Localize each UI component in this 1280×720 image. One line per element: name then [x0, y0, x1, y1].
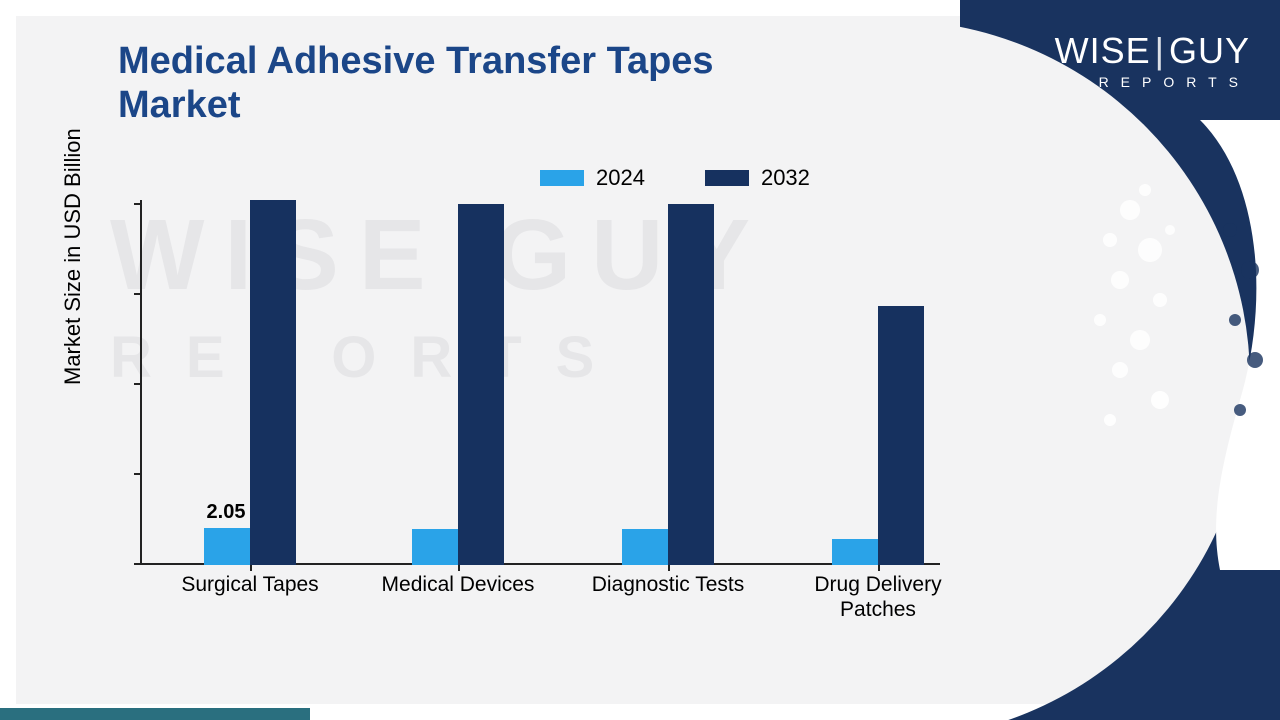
legend-item-2032: 2032 — [705, 165, 810, 191]
bar-2024 — [622, 529, 668, 566]
legend-item-2024: 2024 — [540, 165, 645, 191]
chart-canvas: WISE GUY REPORTS W — [0, 0, 1280, 720]
y-axis-label: Market Size in USD Billion — [60, 128, 86, 385]
y-axis-line — [140, 200, 142, 565]
brand-subtitle: REPORTS — [1055, 74, 1250, 90]
legend-label-2024: 2024 — [596, 165, 645, 191]
x-tick — [878, 565, 880, 571]
legend-swatch-2024 — [540, 170, 584, 186]
category-label: Diagnostic Tests — [588, 572, 748, 597]
bar-2024 — [832, 539, 878, 565]
category-label: Drug Delivery Patches — [798, 572, 958, 622]
y-tick — [134, 203, 140, 205]
category-label: Medical Devices — [378, 572, 538, 597]
bar-2024 — [412, 529, 458, 565]
brand-word-1: WISE — [1055, 30, 1151, 71]
x-tick — [250, 565, 252, 571]
plot-area: 2.05Surgical TapesMedical DevicesDiagnos… — [140, 200, 940, 565]
bottom-accent-strip — [0, 708, 310, 720]
y-tick — [134, 473, 140, 475]
x-tick — [668, 565, 670, 571]
legend-swatch-2032 — [705, 170, 749, 186]
brand-word-2: GUY — [1169, 30, 1250, 71]
y-tick — [134, 293, 140, 295]
bar-2032 — [878, 306, 924, 565]
bar-2024 — [204, 528, 250, 565]
legend: 2024 2032 — [540, 165, 810, 191]
brand-logo: WISE|GUY REPORTS — [1055, 30, 1250, 90]
chart-title: Medical Adhesive Transfer Tapes Market — [118, 40, 738, 127]
legend-label-2032: 2032 — [761, 165, 810, 191]
x-tick — [458, 565, 460, 571]
bar-2032 — [250, 200, 296, 565]
y-tick — [134, 383, 140, 385]
right-decor-panel — [960, 0, 1280, 720]
y-tick — [134, 563, 140, 565]
bar-value-label: 2.05 — [196, 501, 256, 524]
bar-2032 — [458, 204, 504, 565]
bar-2032 — [668, 204, 714, 565]
category-label: Surgical Tapes — [170, 572, 330, 597]
